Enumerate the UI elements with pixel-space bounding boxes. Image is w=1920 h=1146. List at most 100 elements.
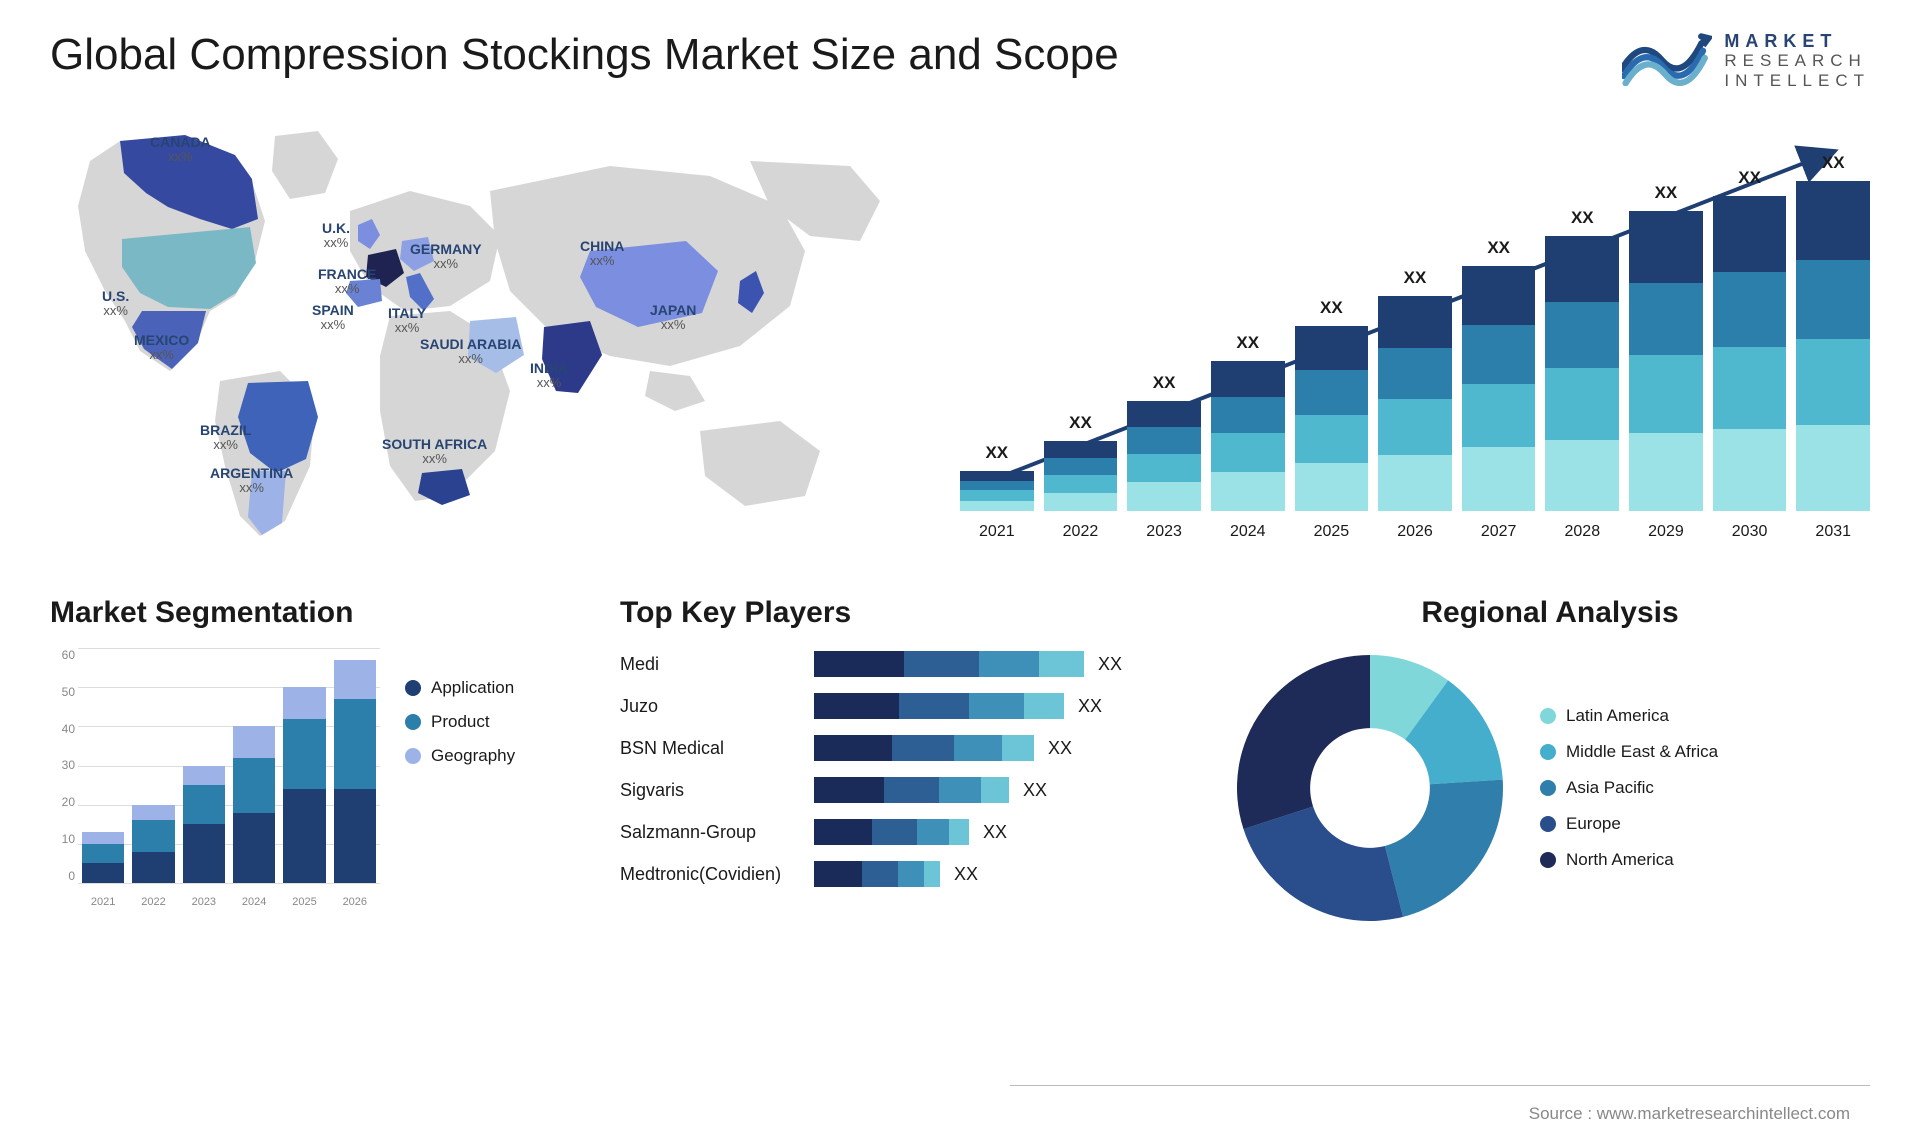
donut-slice xyxy=(1237,655,1370,829)
player-name: BSN Medical xyxy=(620,738,800,759)
player-name: Sigvaris xyxy=(620,780,800,801)
growth-value-label: XX xyxy=(1153,373,1176,395)
player-bar xyxy=(814,861,940,887)
growth-year-label: 2027 xyxy=(1481,523,1517,541)
player-value: XX xyxy=(954,864,978,885)
donut-slice xyxy=(1244,806,1404,921)
growth-value-label: XX xyxy=(1069,413,1092,435)
player-row: Salzmann-Group XX xyxy=(620,816,1180,848)
map-label: CHINAxx% xyxy=(580,239,624,269)
brand-logo: MARKET RESEARCH INTELLECT xyxy=(1622,30,1870,91)
growth-bar-chart: XX2021XX2022XX2023XX2024XX2025XX2026XX20… xyxy=(960,121,1870,541)
segmentation-chart: 6050403020100 202120222023202420252026 xyxy=(50,648,380,908)
key-players-chart: MediXXJuzoXXBSN MedicalXXSigvarisXXSalzm… xyxy=(620,648,1180,890)
divider xyxy=(1010,1085,1870,1086)
growth-bar: XX2027 xyxy=(1462,266,1536,511)
segmentation-bar xyxy=(183,766,225,883)
segmentation-year: 2021 xyxy=(82,896,124,908)
regional-legend: Latin America Middle East & Africa Asia Pa… xyxy=(1540,706,1718,870)
player-name: Juzo xyxy=(620,696,800,717)
player-name: Medi xyxy=(620,654,800,675)
player-bar xyxy=(814,735,1034,761)
segmentation-bar xyxy=(82,832,124,883)
growth-bar: XX2026 xyxy=(1378,296,1452,511)
growth-value-label: XX xyxy=(1487,238,1510,260)
map-label: U.K.xx% xyxy=(322,221,350,251)
logo-text-3: INTELLECT xyxy=(1724,71,1870,91)
map-label: SOUTH AFRICAxx% xyxy=(382,437,487,467)
map-label: SAUDI ARABIAxx% xyxy=(420,337,521,367)
player-row: Medtronic(Covidien) XX xyxy=(620,858,1180,890)
growth-bar: XX2031 xyxy=(1796,181,1870,511)
logo-wave-icon xyxy=(1622,30,1712,91)
growth-year-label: 2025 xyxy=(1314,523,1350,541)
source-attribution: Source : www.marketresearchintellect.com xyxy=(1529,1104,1850,1124)
growth-bar: XX2028 xyxy=(1545,236,1619,511)
world-map-svg xyxy=(50,121,900,541)
segmentation-bar xyxy=(132,805,174,883)
growth-year-label: 2031 xyxy=(1815,523,1851,541)
legend-item: Geography xyxy=(405,746,515,766)
map-label: ITALYxx% xyxy=(388,306,426,336)
map-label: CANADAxx% xyxy=(150,135,211,165)
player-value: XX xyxy=(1098,654,1122,675)
legend-item: Europe xyxy=(1540,814,1718,834)
growth-bar: XX2029 xyxy=(1629,211,1703,511)
player-bar xyxy=(814,819,969,845)
segmentation-bar xyxy=(233,726,275,883)
player-row: Medi XX xyxy=(620,648,1180,680)
growth-bar: XX2024 xyxy=(1211,361,1285,511)
legend-item: Latin America xyxy=(1540,706,1718,726)
growth-bar: XX2023 xyxy=(1127,401,1201,511)
player-bar xyxy=(814,777,1009,803)
map-label: INDIAxx% xyxy=(530,361,568,391)
segmentation-year: 2025 xyxy=(283,896,325,908)
growth-year-label: 2028 xyxy=(1565,523,1601,541)
map-label: ARGENTINAxx% xyxy=(210,466,293,496)
map-label: SPAINxx% xyxy=(312,303,354,333)
growth-year-label: 2026 xyxy=(1397,523,1433,541)
legend-item: Product xyxy=(405,712,515,732)
growth-value-label: XX xyxy=(1404,268,1427,290)
growth-value-label: XX xyxy=(1738,168,1761,190)
growth-value-label: XX xyxy=(1655,183,1678,205)
logo-text-1: MARKET xyxy=(1724,31,1870,52)
legend-item: Asia Pacific xyxy=(1540,778,1718,798)
page-title: Global Compression Stockings Market Size… xyxy=(50,30,1119,80)
legend-item: Middle East & Africa xyxy=(1540,742,1718,762)
player-name: Salzmann-Group xyxy=(620,822,800,843)
segmentation-year: 2026 xyxy=(334,896,376,908)
map-label: JAPANxx% xyxy=(650,303,696,333)
legend-item: Application xyxy=(405,678,515,698)
map-label: GERMANYxx% xyxy=(410,242,482,272)
growth-year-label: 2021 xyxy=(979,523,1015,541)
segmentation-year: 2024 xyxy=(233,896,275,908)
growth-value-label: XX xyxy=(985,443,1008,465)
segmentation-bar xyxy=(334,660,376,883)
player-value: XX xyxy=(983,822,1007,843)
segmentation-year: 2023 xyxy=(183,896,225,908)
growth-bar: XX2025 xyxy=(1295,326,1369,511)
segmentation-legend: Application Product Geography xyxy=(405,648,515,908)
world-map: CANADAxx%U.S.xx%MEXICOxx%BRAZILxx%ARGENT… xyxy=(50,121,900,546)
player-row: Juzo XX xyxy=(620,690,1180,722)
player-row: BSN MedicalXX xyxy=(620,732,1180,764)
growth-year-label: 2030 xyxy=(1732,523,1768,541)
key-players-title: Top Key Players xyxy=(620,596,1180,630)
growth-bar: XX2030 xyxy=(1713,196,1787,511)
player-value: XX xyxy=(1078,696,1102,717)
segmentation-bar xyxy=(283,687,325,883)
segmentation-year: 2022 xyxy=(132,896,174,908)
player-row: SigvarisXX xyxy=(620,774,1180,806)
player-bar xyxy=(814,693,1064,719)
growth-value-label: XX xyxy=(1571,208,1594,230)
map-label: U.S.xx% xyxy=(102,289,129,319)
player-name: Medtronic(Covidien) xyxy=(620,864,800,885)
growth-year-label: 2024 xyxy=(1230,523,1266,541)
growth-year-label: 2029 xyxy=(1648,523,1684,541)
growth-year-label: 2022 xyxy=(1063,523,1099,541)
growth-value-label: XX xyxy=(1822,153,1845,175)
map-label: BRAZILxx% xyxy=(200,423,251,453)
regional-title: Regional Analysis xyxy=(1230,596,1870,630)
growth-bar: XX2021 xyxy=(960,471,1034,511)
